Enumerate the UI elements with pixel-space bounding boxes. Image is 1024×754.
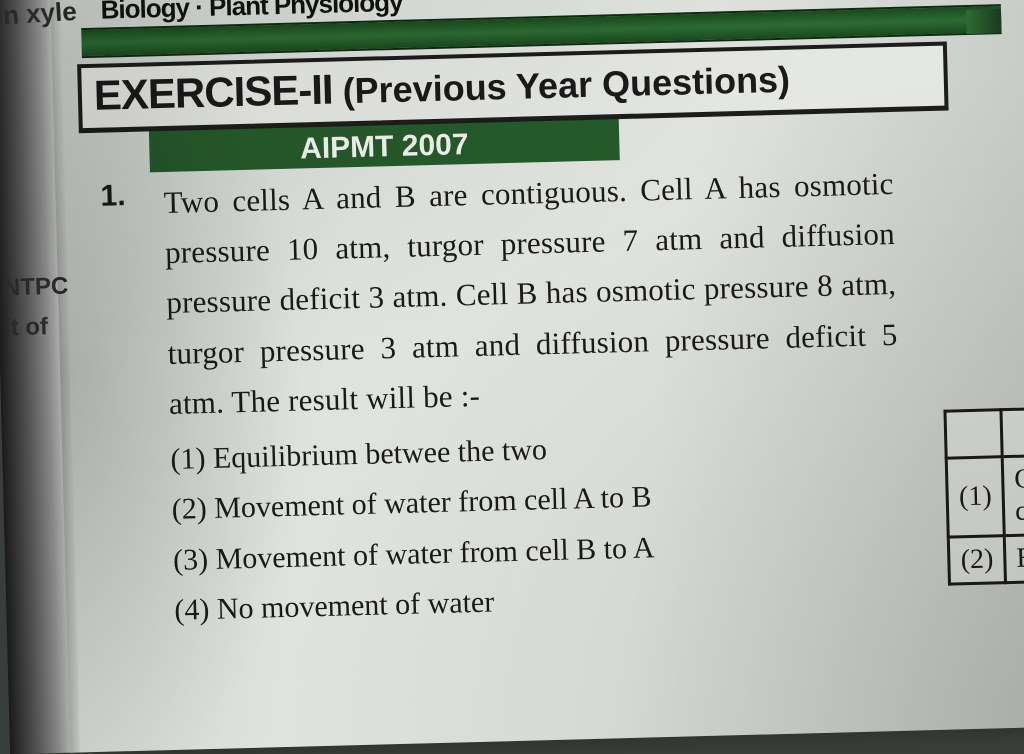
question-text: Two cells A and B are contiguous. Cell A… [163,159,899,429]
question-number: 1. [100,179,126,214]
adjacent-table-r2t: Epid [1004,534,1024,583]
textbook-page: in xyle NTPC it of Biology · Plant Physi… [50,0,1024,753]
adjacent-table-r1t: Guarcell [1002,455,1024,536]
margin-text-top: in xyle [0,0,78,32]
exercise-subtitle: (Previous Year Questions) [342,59,790,112]
margin-text-ntpc: NTPC [3,273,69,303]
adjacent-table-r2n: (2) [949,536,1006,584]
exercise-title: EXERCISE-II [93,66,333,119]
margin-text-of: it of [4,313,49,342]
adjacent-table-head: A [1001,408,1024,457]
options-list: (1) Equilibrium betwee the two (2) Movem… [170,416,905,637]
adjacent-table-blank [945,410,1002,458]
adjacent-table-fragment: A (1)Guarcell (2)Epid [944,406,1024,586]
adjacent-table-r1n: (1) [947,457,1005,537]
book-spine [0,0,80,754]
question-block: 1. Two cells A and B are contiguous. Cel… [103,159,905,638]
